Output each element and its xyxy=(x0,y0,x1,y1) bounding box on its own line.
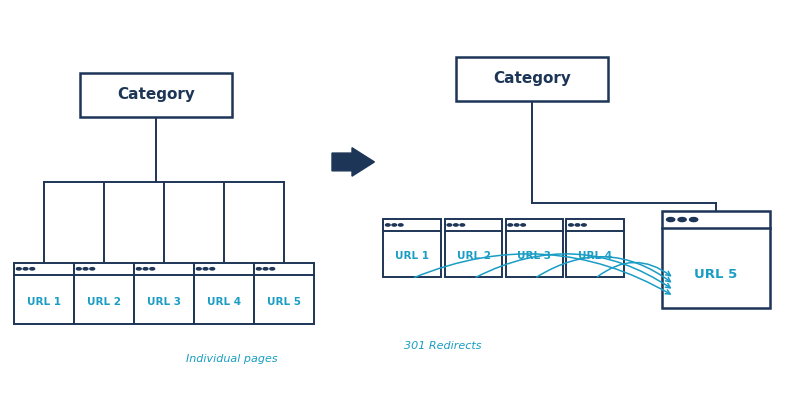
Text: URL 1: URL 1 xyxy=(395,251,429,261)
Bar xyxy=(566,219,624,276)
Bar xyxy=(445,219,502,276)
Circle shape xyxy=(582,224,586,226)
Circle shape xyxy=(90,268,94,270)
Circle shape xyxy=(454,224,458,226)
Circle shape xyxy=(257,268,261,270)
Circle shape xyxy=(392,224,397,226)
Text: URL 4: URL 4 xyxy=(207,297,241,307)
Circle shape xyxy=(83,268,88,270)
Circle shape xyxy=(263,268,268,270)
Circle shape xyxy=(23,268,28,270)
Circle shape xyxy=(514,224,519,226)
Circle shape xyxy=(30,268,34,270)
Text: URL 5: URL 5 xyxy=(694,268,738,281)
Circle shape xyxy=(575,224,580,226)
Circle shape xyxy=(143,268,148,270)
Circle shape xyxy=(76,268,82,270)
Bar xyxy=(254,263,314,324)
Circle shape xyxy=(447,224,452,226)
Circle shape xyxy=(569,224,574,226)
Bar xyxy=(456,57,608,101)
Text: URL 4: URL 4 xyxy=(578,251,612,261)
Circle shape xyxy=(460,224,465,226)
Circle shape xyxy=(196,268,202,270)
Circle shape xyxy=(17,268,21,270)
Circle shape xyxy=(136,268,141,270)
Circle shape xyxy=(386,224,390,226)
Bar xyxy=(134,263,194,324)
Text: Individual pages: Individual pages xyxy=(186,354,278,365)
Text: 301 Redirects: 301 Redirects xyxy=(404,340,482,351)
FancyArrow shape xyxy=(332,148,374,176)
Circle shape xyxy=(690,218,698,222)
Circle shape xyxy=(521,224,526,226)
Circle shape xyxy=(210,268,214,270)
Bar xyxy=(80,73,232,117)
Text: URL 5: URL 5 xyxy=(267,297,301,307)
Text: Category: Category xyxy=(493,71,571,87)
Bar xyxy=(14,263,74,324)
Bar xyxy=(506,219,563,276)
Bar xyxy=(74,263,134,324)
Text: URL 3: URL 3 xyxy=(518,251,551,261)
Circle shape xyxy=(678,218,686,222)
Bar xyxy=(194,263,254,324)
Circle shape xyxy=(203,268,208,270)
Circle shape xyxy=(150,268,154,270)
Circle shape xyxy=(270,268,274,270)
Bar xyxy=(662,211,770,308)
Text: URL 2: URL 2 xyxy=(457,251,490,261)
Text: URL 1: URL 1 xyxy=(27,297,61,307)
Circle shape xyxy=(508,224,513,226)
Text: Category: Category xyxy=(117,87,195,102)
Circle shape xyxy=(666,218,674,222)
Circle shape xyxy=(398,224,403,226)
Bar xyxy=(383,219,441,276)
Text: URL 3: URL 3 xyxy=(147,297,181,307)
Text: URL 2: URL 2 xyxy=(87,297,121,307)
